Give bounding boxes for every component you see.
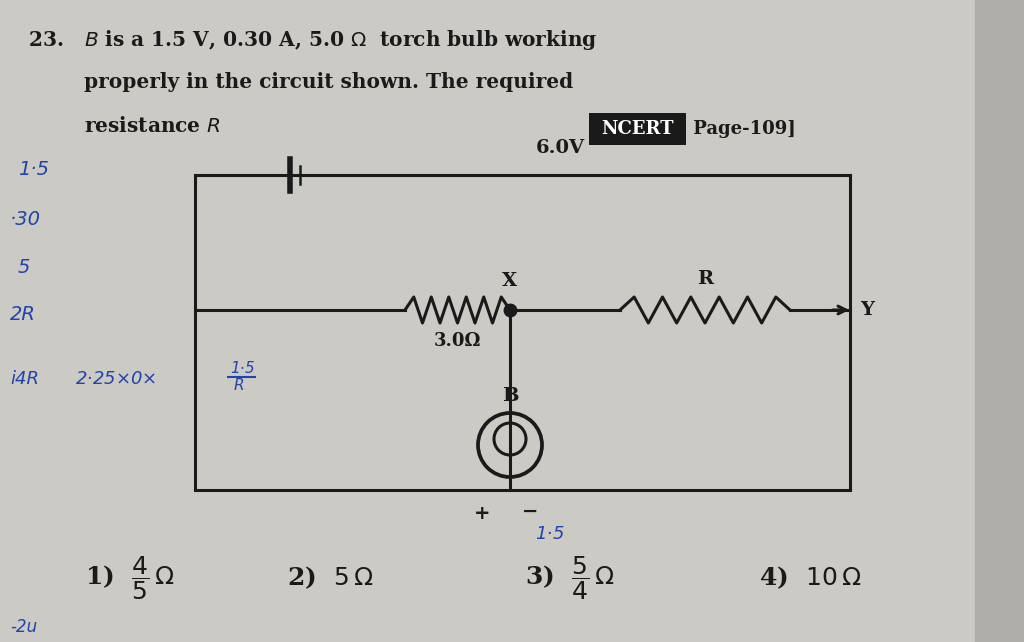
Text: ·30: ·30 [10,210,41,229]
Text: 3.0Ω: 3.0Ω [433,332,480,350]
Text: B: B [502,387,518,405]
Bar [975,0,1024,642]
Text: X: X [503,272,517,290]
Text: -2u: -2u [10,618,37,636]
Text: 1$\cdot$5: 1$\cdot$5 [535,525,564,543]
Text: resistance $R$: resistance $R$ [28,116,221,136]
Text: 1·5: 1·5 [18,160,49,179]
Text: Y: Y [860,301,874,319]
Text: 1$\cdot$5: 1$\cdot$5 [230,360,255,376]
Text: 2)  $5\,\Omega$: 2) $5\,\Omega$ [287,565,374,591]
Text: 3)  $\dfrac{5}{4}\,\Omega$: 3) $\dfrac{5}{4}\,\Omega$ [525,554,615,602]
Text: i4R: i4R [10,370,39,388]
Text: 5: 5 [18,258,31,277]
Text: 1)  $\dfrac{4}{5}\,\Omega$: 1) $\dfrac{4}{5}\,\Omega$ [85,554,175,602]
Text: 23.   $B$ is a 1.5 V, 0.30 A, 5.0 $\Omega$  torch bulb working: 23. $B$ is a 1.5 V, 0.30 A, 5.0 $\Omega$… [28,28,597,52]
Text: R: R [697,270,713,288]
Text: Page-109]: Page-109] [687,120,796,138]
Text: NCERT: NCERT [601,120,674,138]
Text: +: + [474,504,490,523]
Text: −: − [522,502,539,521]
Text: 2R: 2R [10,305,36,324]
Text: 4)  $10\,\Omega$: 4) $10\,\Omega$ [759,565,861,591]
Text: 6.0V: 6.0V [536,139,585,157]
Text: properly in the circuit shown. The required: properly in the circuit shown. The requi… [28,72,573,92]
Text: 2$\cdot$25×0×: 2$\cdot$25×0× [75,370,157,388]
FancyBboxPatch shape [589,113,686,145]
Text: R: R [234,378,245,393]
